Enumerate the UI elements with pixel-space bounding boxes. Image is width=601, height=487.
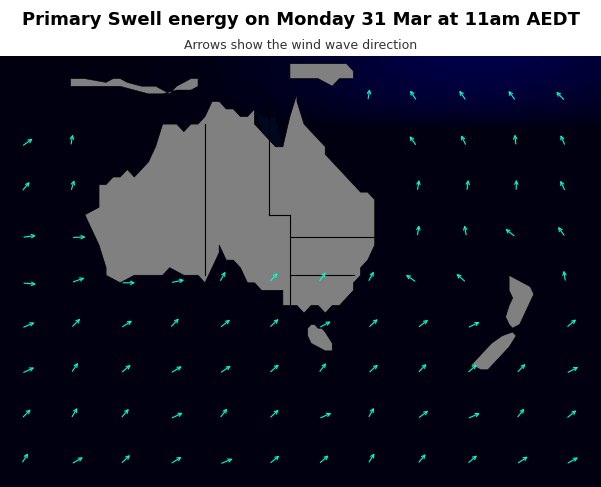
Polygon shape	[71, 79, 198, 94]
Polygon shape	[308, 324, 332, 351]
Polygon shape	[466, 332, 516, 370]
Polygon shape	[85, 94, 375, 313]
Text: Arrows show the wind wave direction: Arrows show the wind wave direction	[184, 39, 417, 53]
Polygon shape	[505, 275, 534, 328]
Text: Primary Swell energy on Monday 31 Mar at 11am AEDT: Primary Swell energy on Monday 31 Mar at…	[22, 11, 579, 29]
Polygon shape	[290, 64, 353, 86]
Polygon shape	[255, 109, 283, 147]
